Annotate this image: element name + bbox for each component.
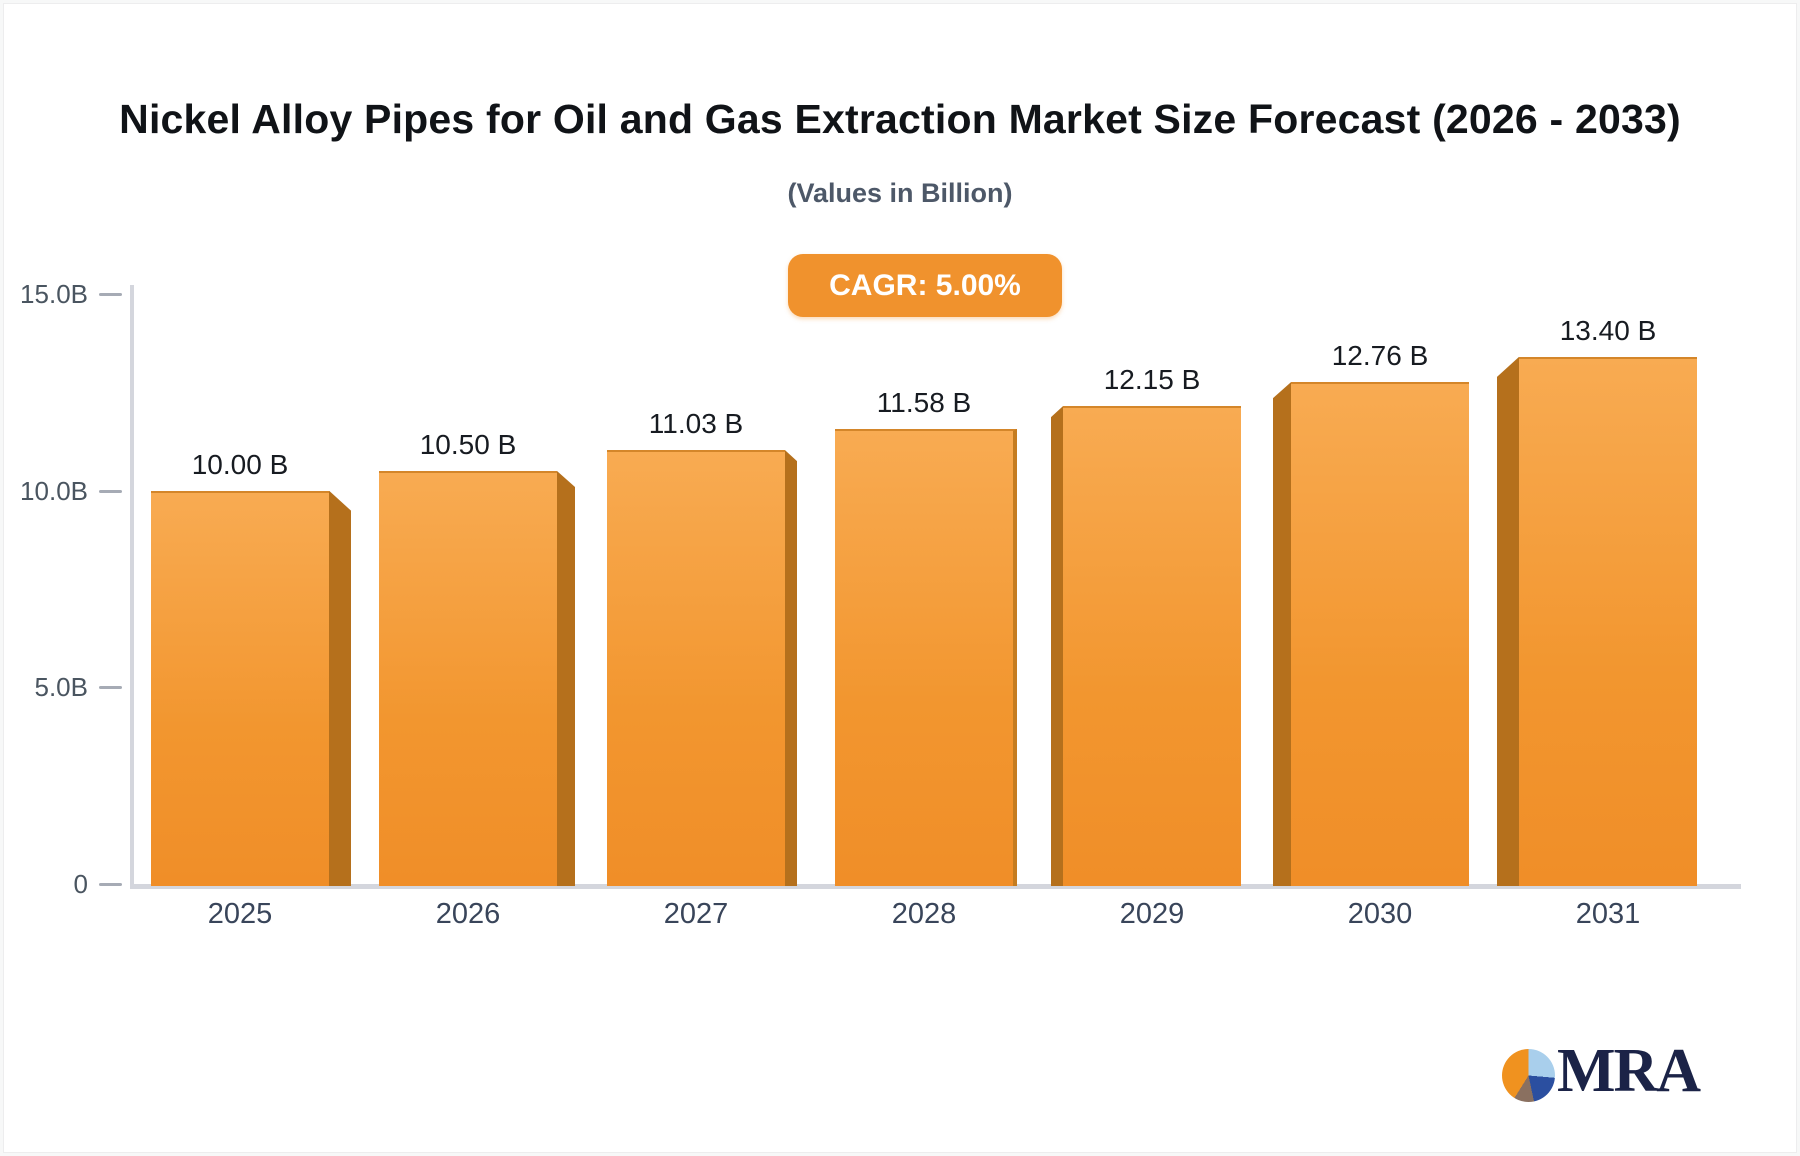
mra-logo: MRA [1502,1036,1701,1107]
bar-value-label: 13.40 B [1559,314,1657,346]
y-tick-label: 5.0B [34,672,89,703]
bar-2030: 12.76 B [1273,340,1469,886]
bar-value-label: 10.00 B [191,448,289,480]
y-tick-mark [99,489,122,493]
pie-chart-logo-icon [1502,1049,1555,1102]
bar-2028: 11.58 B [835,387,1017,886]
bar-value-label: 10.50 B [419,429,517,460]
cagr-badge: CAGR: 5.00% [788,254,1062,317]
logo-text: MRA [1557,1037,1701,1105]
x-tick-label-2030: 2030 [1347,898,1413,930]
bar-2026: 10.50 B [379,429,575,886]
y-tick-label: 0 [73,869,88,899]
y-axis-line [130,285,134,889]
x-tick-label-2027: 2027 [663,898,729,930]
bar-side-face [785,450,797,886]
x-tick-label-2028: 2028 [891,898,957,930]
y-tick-mark [99,293,122,296]
bar-side-face [1051,406,1063,886]
y-tick-mark [99,883,122,886]
x-tick-label-2026: 2026 [435,898,501,930]
chart-subtitle: (Values in Billion) [787,178,1013,208]
x-tick-label-2025: 2025 [207,898,273,930]
bar-2029: 12.15 B [1051,364,1241,886]
x-axis-line [130,884,1741,889]
bar-value-label: 11.58 B [876,386,972,418]
bar-side-face [329,490,351,886]
bar-2027: 11.03 B [607,408,797,886]
x-tick-label-2031: 2031 [1575,898,1641,930]
y-tick-mark [99,686,122,690]
x-tick-label-2029: 2029 [1119,898,1185,930]
bar-2025: 10.00 B [151,449,351,886]
bar-2031: 13.40 B [1497,315,1697,886]
y-tick-label: 10.0B [20,475,88,506]
chart-title: Nickel Alloy Pipes for Oil and Gas Extra… [119,96,1681,142]
bar-side-face [1497,356,1519,886]
bar-side-face [557,471,575,886]
bar-value-label: 11.03 B [648,408,744,440]
bar-value-label: 12.76 B [1331,340,1429,372]
y-tick-label: 15.0B [20,279,88,309]
bar-value-label: 12.15 B [1103,364,1201,396]
bar-side-face [1273,382,1291,886]
